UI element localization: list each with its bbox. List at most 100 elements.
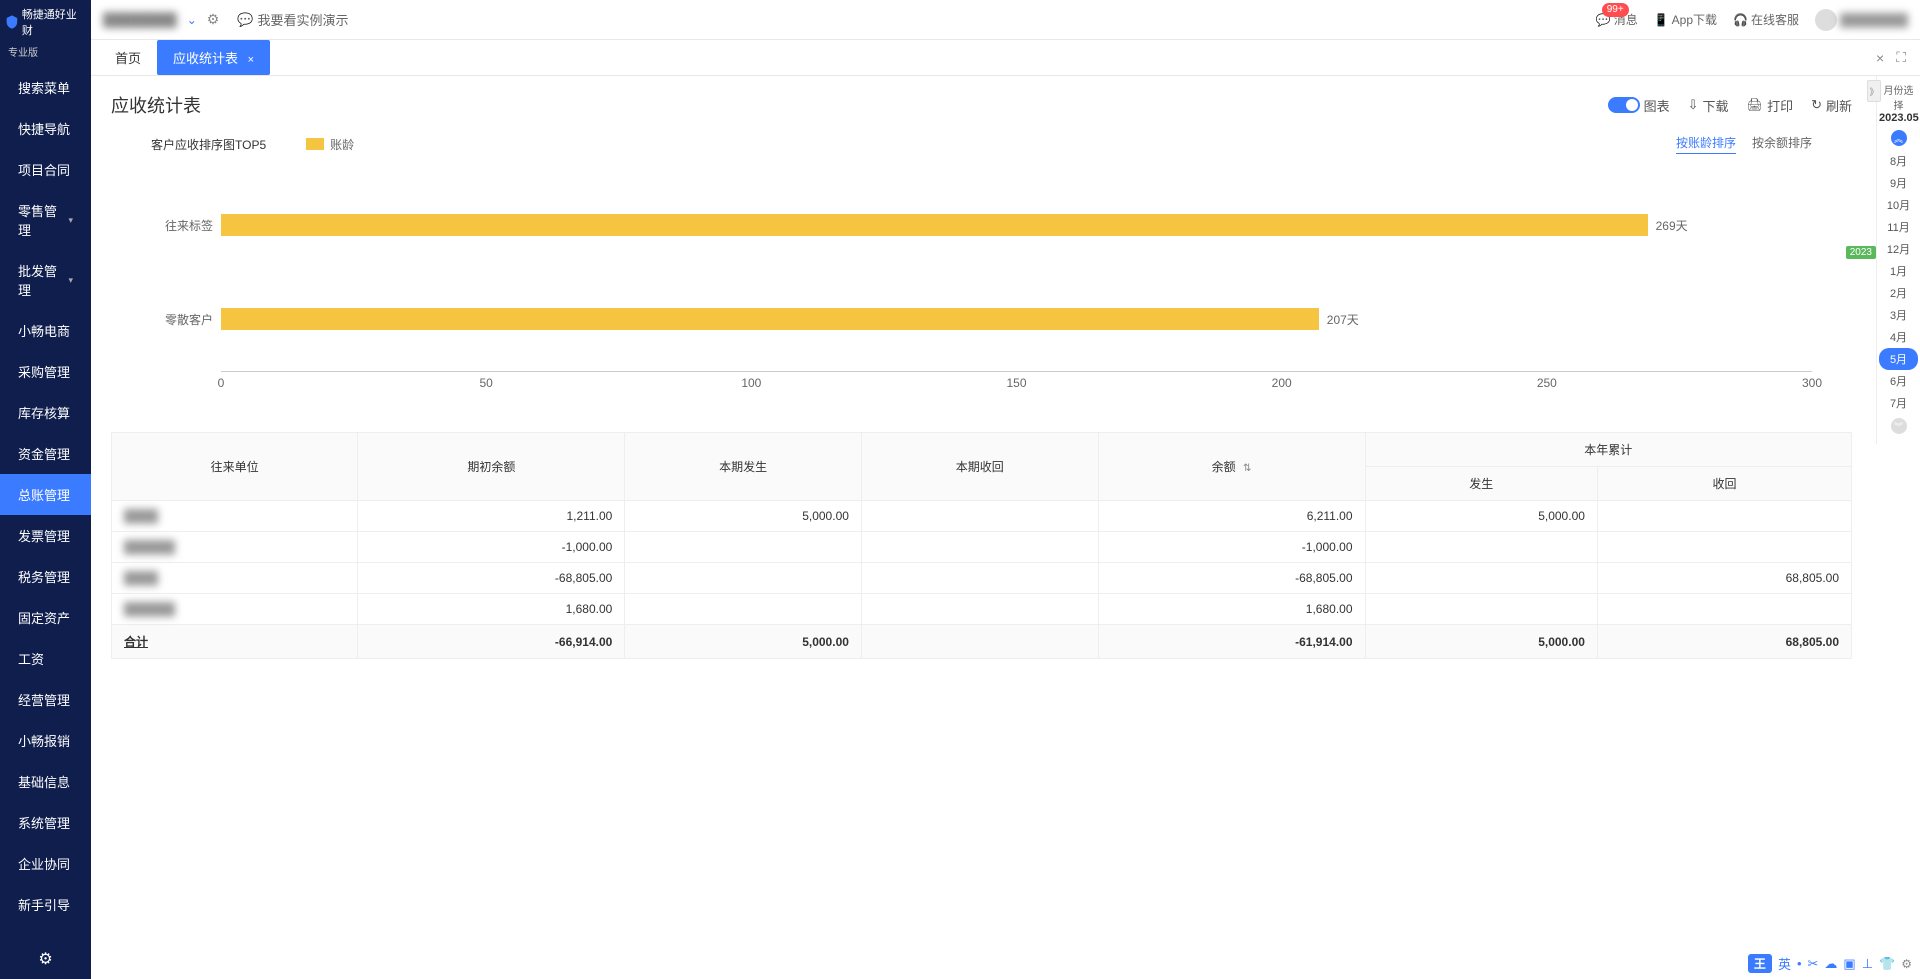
month-item[interactable]: 12月 (1879, 238, 1918, 260)
data-table: 往来单位 期初余额 本期发生 本期收回 余额 ⇅ 本年累计 (111, 432, 1852, 659)
sidebar-item[interactable]: 固定资产 (0, 597, 91, 638)
th-occur[interactable]: 本期发生 (625, 433, 862, 501)
headset-icon: 🎧 (1733, 13, 1748, 27)
sidebar-item[interactable]: 资金管理 (0, 433, 91, 474)
ime-icon-1[interactable]: • (1797, 956, 1802, 971)
month-item[interactable]: 6月 (1879, 370, 1918, 392)
sidebar-item[interactable]: 零售管理▾ (0, 190, 91, 250)
sidebar-item[interactable]: 经营管理 (0, 679, 91, 720)
sidebar-item-label: 新手引导 (18, 895, 70, 914)
sidebar: 畅捷通好业财 专业版 搜索菜单快捷导航项目合同零售管理▾批发管理▾小畅电商采购管… (0, 0, 91, 979)
month-item[interactable]: 1月 (1879, 260, 1918, 282)
expand-handle[interactable]: 》 (1867, 80, 1881, 102)
table-row[interactable]: ██████1,680.001,680.00 (112, 594, 1852, 625)
close-all-icon[interactable]: × (1876, 50, 1884, 66)
sidebar-item[interactable]: 搜索菜单 (0, 67, 91, 108)
th-balance[interactable]: 余额 ⇅ (1098, 433, 1365, 501)
sidebar-item[interactable]: 系统管理 (0, 802, 91, 843)
gear-icon[interactable]: ⚙ (207, 11, 220, 28)
sidebar-item[interactable]: 批发管理▾ (0, 250, 91, 310)
table-cell: -61,914.00 (1098, 625, 1365, 659)
sort-by-aging[interactable]: 按账龄排序 (1676, 134, 1736, 154)
sidebar-item[interactable]: 采购管理 (0, 351, 91, 392)
table-row[interactable]: ████1,211.005,000.006,211.005,000.00 (112, 501, 1852, 532)
sidebar-item[interactable]: 小畅电商 (0, 310, 91, 351)
sidebar-item[interactable]: 快捷导航 (0, 108, 91, 149)
month-item[interactable]: 7月 (1879, 392, 1918, 414)
sidebar-item[interactable]: 企业协同 (0, 843, 91, 884)
month-item[interactable]: 9月 (1879, 172, 1918, 194)
ime-icon-6[interactable]: 👕 (1879, 956, 1895, 972)
app-download-button[interactable]: 📱 App下载 (1654, 11, 1717, 28)
tab-home[interactable]: 首页 (99, 40, 157, 75)
chevron-down-icon[interactable]: ⌄ (187, 13, 197, 27)
x-tick: 300 (1802, 376, 1822, 390)
table-cell: -66,914.00 (358, 625, 625, 659)
ime-icon-2[interactable]: ✂ (1808, 956, 1819, 972)
refresh-button[interactable]: ↻ 刷新 (1811, 96, 1852, 115)
chat-icon: 💬 (237, 12, 253, 28)
download-button[interactable]: ⇩ 下载 (1688, 96, 1729, 115)
ime-icon-5[interactable]: ⊥ (1862, 956, 1873, 972)
sidebar-item[interactable]: 税务管理 (0, 556, 91, 597)
sidebar-item[interactable]: 项目合同 (0, 149, 91, 190)
settings-icon[interactable]: ⚙ (38, 951, 52, 968)
sidebar-item[interactable]: 工资 (0, 638, 91, 679)
header-left: ████████ ⌄ ⚙ 💬 我要看实例演示 (103, 10, 349, 29)
th-recover[interactable]: 本期收回 (861, 433, 1098, 501)
month-item[interactable]: 5月 (1879, 348, 1918, 370)
sidebar-item-label: 搜索菜单 (18, 78, 70, 97)
ime-icon-3[interactable]: ☁ (1824, 956, 1837, 972)
month-item[interactable]: 3月 (1879, 304, 1918, 326)
sort-by-balance[interactable]: 按余额排序 (1752, 134, 1812, 154)
tab-receivable-stats[interactable]: 应收统计表 × (157, 40, 270, 75)
month-item[interactable]: 8月 (1879, 150, 1918, 172)
brand-logo: 畅捷通好业财 (0, 0, 91, 44)
messages-button[interactable]: 99+ 💬 消息 (1596, 11, 1638, 28)
page-actions: 图表 ⇩ 下载 🖨 打印 ↻ 刷新 (1608, 96, 1852, 115)
ime-badge[interactable]: 王 (1748, 954, 1772, 973)
ime-settings-icon[interactable]: ⚙ (1901, 957, 1912, 971)
table-row[interactable]: ████-68,805.00-68,805.0068,805.00 (112, 563, 1852, 594)
chart-toggle[interactable]: 图表 (1608, 96, 1670, 115)
th-ytd-recover[interactable]: 收回 (1597, 467, 1851, 501)
main: ████████ ⌄ ⚙ 💬 我要看实例演示 99+ 💬 消息 📱 App下载 (91, 0, 1920, 979)
support-button[interactable]: 🎧 在线客服 (1733, 11, 1799, 28)
table-total-row: 合计-66,914.005,000.00-61,914.005,000.0068… (112, 625, 1852, 659)
sidebar-footer: ⚙ (0, 939, 91, 979)
ime-icon-4[interactable]: ▣ (1843, 956, 1855, 972)
x-tick: 50 (479, 376, 492, 390)
sidebar-item[interactable]: 总账管理 (0, 474, 91, 515)
close-icon[interactable]: × (248, 54, 254, 66)
user-menu[interactable]: ████████ (1815, 9, 1908, 31)
fullscreen-icon[interactable]: ⛶ (1896, 49, 1906, 66)
table-cell: -68,805.00 (358, 563, 625, 594)
month-title: 月份选择 (1879, 82, 1918, 112)
month-item[interactable]: 4月 (1879, 326, 1918, 348)
month-current: 2023.05 (1879, 112, 1918, 124)
sidebar-item-label: 零售管理 (18, 201, 68, 239)
sidebar-item[interactable]: 发票管理 (0, 515, 91, 556)
scenario-link[interactable]: 💬 我要看实例演示 (237, 10, 348, 29)
th-ytd-occur[interactable]: 发生 (1365, 467, 1597, 501)
scroll-up-icon[interactable]: ︽ (1891, 130, 1907, 146)
th-unit[interactable]: 往来单位 (112, 433, 358, 501)
company-selector[interactable]: ████████ (103, 12, 177, 27)
month-item[interactable]: 10月 (1879, 194, 1918, 216)
tab-home-label: 首页 (115, 51, 141, 66)
print-button[interactable]: 🖨 打印 (1747, 96, 1794, 115)
scroll-down-icon[interactable]: ︾ (1891, 418, 1907, 434)
table-row[interactable]: ██████-1,000.00-1,000.00 (112, 532, 1852, 563)
sidebar-item[interactable]: 库存核算 (0, 392, 91, 433)
sidebar-item-label: 系统管理 (18, 813, 70, 832)
sidebar-item[interactable]: 新手引导 (0, 884, 91, 925)
table-cell: 1,211.00 (358, 501, 625, 532)
table-cell: ██████ (112, 594, 358, 625)
month-item[interactable]: 11月 (1879, 216, 1918, 238)
ime-lang[interactable]: 英 (1778, 954, 1791, 973)
th-opening[interactable]: 期初余额 (358, 433, 625, 501)
chart-area: 往来标签269天零散客户207天 050100150200250300 (111, 162, 1852, 412)
month-item[interactable]: 2月 (1879, 282, 1918, 304)
sidebar-item[interactable]: 基础信息 (0, 761, 91, 802)
sidebar-item[interactable]: 小畅报销 (0, 720, 91, 761)
